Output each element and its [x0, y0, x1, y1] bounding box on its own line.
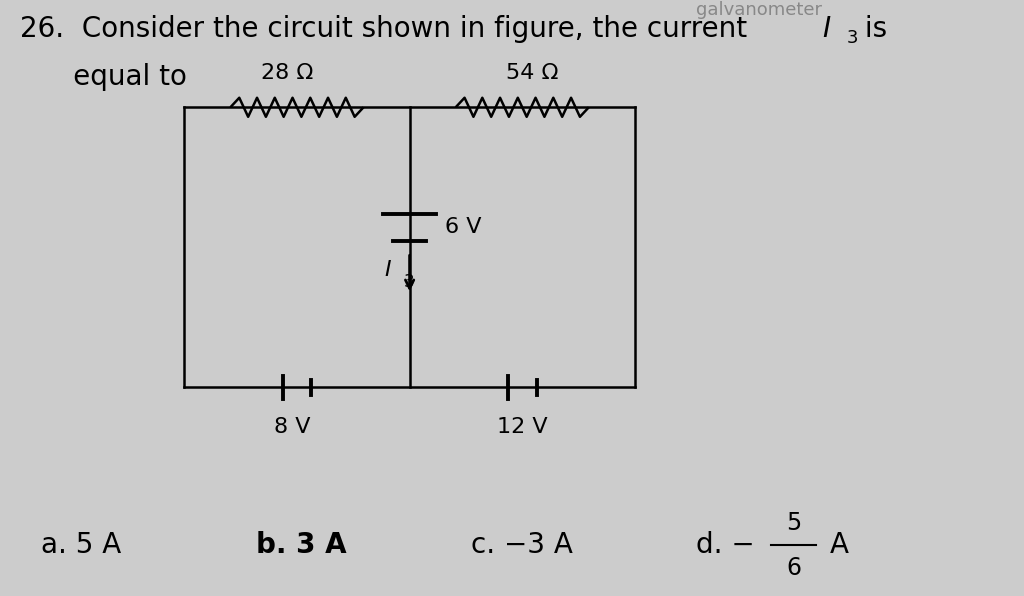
Text: c. −3 A: c. −3 A	[471, 532, 572, 559]
Text: 3: 3	[403, 273, 414, 291]
Text: A: A	[829, 532, 849, 559]
Text: a. 5 A: a. 5 A	[41, 532, 121, 559]
Text: 54 Ω: 54 Ω	[506, 63, 559, 83]
Text: galvanometer: galvanometer	[696, 1, 822, 19]
Text: 8 V: 8 V	[273, 417, 310, 437]
Text: 26.  Consider the circuit shown in figure, the current: 26. Consider the circuit shown in figure…	[20, 15, 757, 43]
Text: b. 3 A: b. 3 A	[256, 532, 347, 559]
Text: 6 V: 6 V	[445, 217, 482, 237]
Text: I: I	[385, 260, 391, 280]
Text: is: is	[856, 15, 887, 43]
Text: d. −: d. −	[696, 532, 755, 559]
Text: I: I	[822, 15, 830, 43]
Text: 5: 5	[786, 511, 801, 535]
Text: equal to: equal to	[20, 63, 187, 91]
Text: 3: 3	[847, 29, 858, 46]
Text: 28 Ω: 28 Ω	[260, 63, 313, 83]
Text: 6: 6	[786, 556, 801, 580]
Text: 12 V: 12 V	[497, 417, 548, 437]
